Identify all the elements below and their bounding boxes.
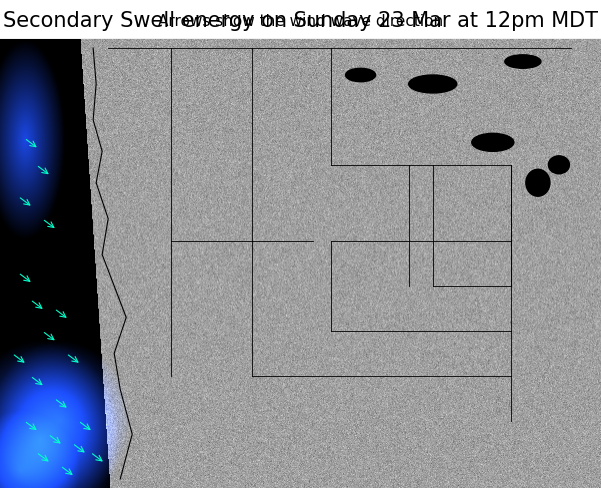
Ellipse shape xyxy=(472,134,514,152)
Ellipse shape xyxy=(409,76,457,94)
Ellipse shape xyxy=(505,56,541,69)
Text: Arrows show the wind wave direction: Arrows show the wind wave direction xyxy=(158,14,443,29)
Ellipse shape xyxy=(549,157,570,174)
Text: Secondary Swell energy on Sunday 23 Mar at 12pm MDT: Secondary Swell energy on Sunday 23 Mar … xyxy=(3,11,598,31)
Ellipse shape xyxy=(526,170,550,197)
Ellipse shape xyxy=(346,69,376,82)
